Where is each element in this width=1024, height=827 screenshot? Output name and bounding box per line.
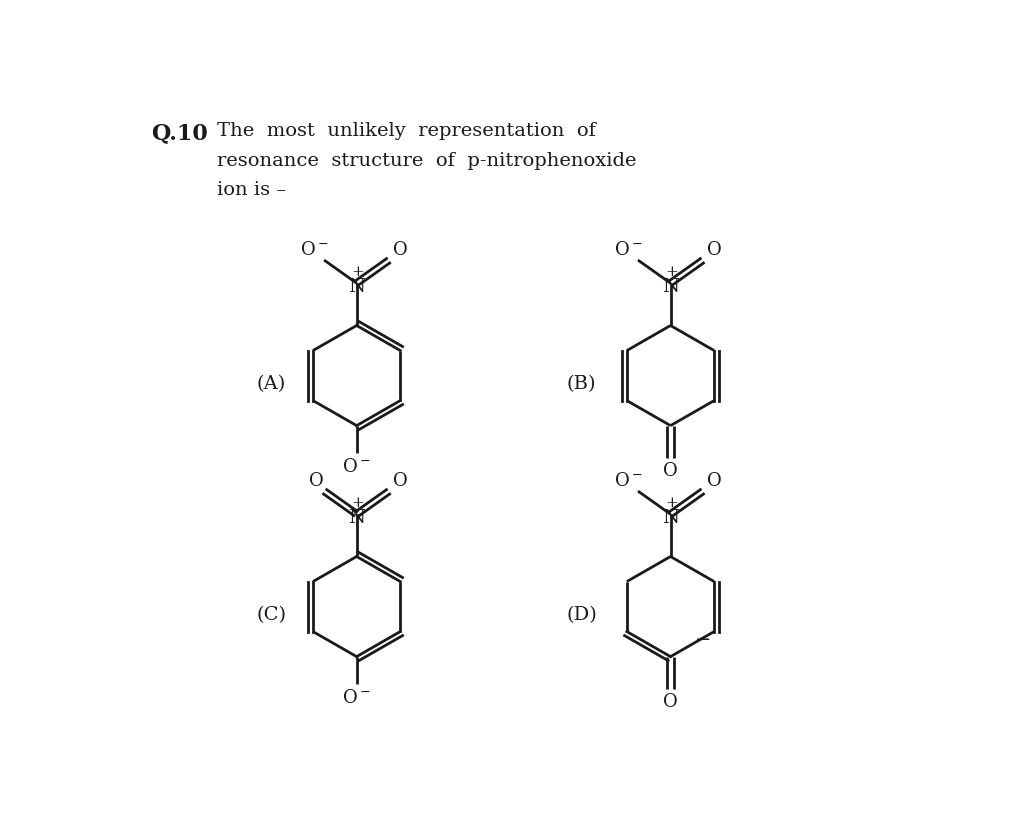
- Text: O$^-$: O$^-$: [342, 688, 371, 705]
- Text: N: N: [662, 278, 679, 296]
- Text: O: O: [707, 471, 721, 490]
- Text: (B): (B): [566, 375, 596, 393]
- Text: −: −: [695, 630, 712, 648]
- Text: O$^-$: O$^-$: [614, 471, 643, 490]
- Text: +: +: [352, 495, 365, 509]
- Text: (A): (A): [257, 375, 286, 393]
- Text: +: +: [352, 265, 365, 279]
- Text: (C): (C): [256, 605, 287, 624]
- Text: ion is –: ion is –: [217, 181, 287, 198]
- Text: N: N: [662, 509, 679, 527]
- Text: Q.10: Q.10: [152, 122, 208, 144]
- Text: N: N: [348, 509, 366, 527]
- Text: O: O: [664, 461, 678, 480]
- Text: N: N: [348, 278, 366, 296]
- Text: O: O: [664, 692, 678, 710]
- Text: O$^-$: O$^-$: [614, 241, 643, 259]
- Text: resonance  structure  of  p-nitrophenoxide: resonance structure of p-nitrophenoxide: [217, 151, 637, 170]
- Text: O$^-$: O$^-$: [300, 241, 329, 259]
- Text: The  most  unlikely  representation  of: The most unlikely representation of: [217, 122, 596, 141]
- Text: +: +: [666, 495, 679, 509]
- Text: O$^-$: O$^-$: [342, 457, 371, 475]
- Text: O: O: [392, 471, 408, 490]
- Text: O: O: [392, 241, 408, 259]
- Text: (D): (D): [566, 605, 597, 624]
- Text: O: O: [309, 471, 324, 490]
- Text: O: O: [707, 241, 721, 259]
- Text: +: +: [666, 265, 679, 279]
